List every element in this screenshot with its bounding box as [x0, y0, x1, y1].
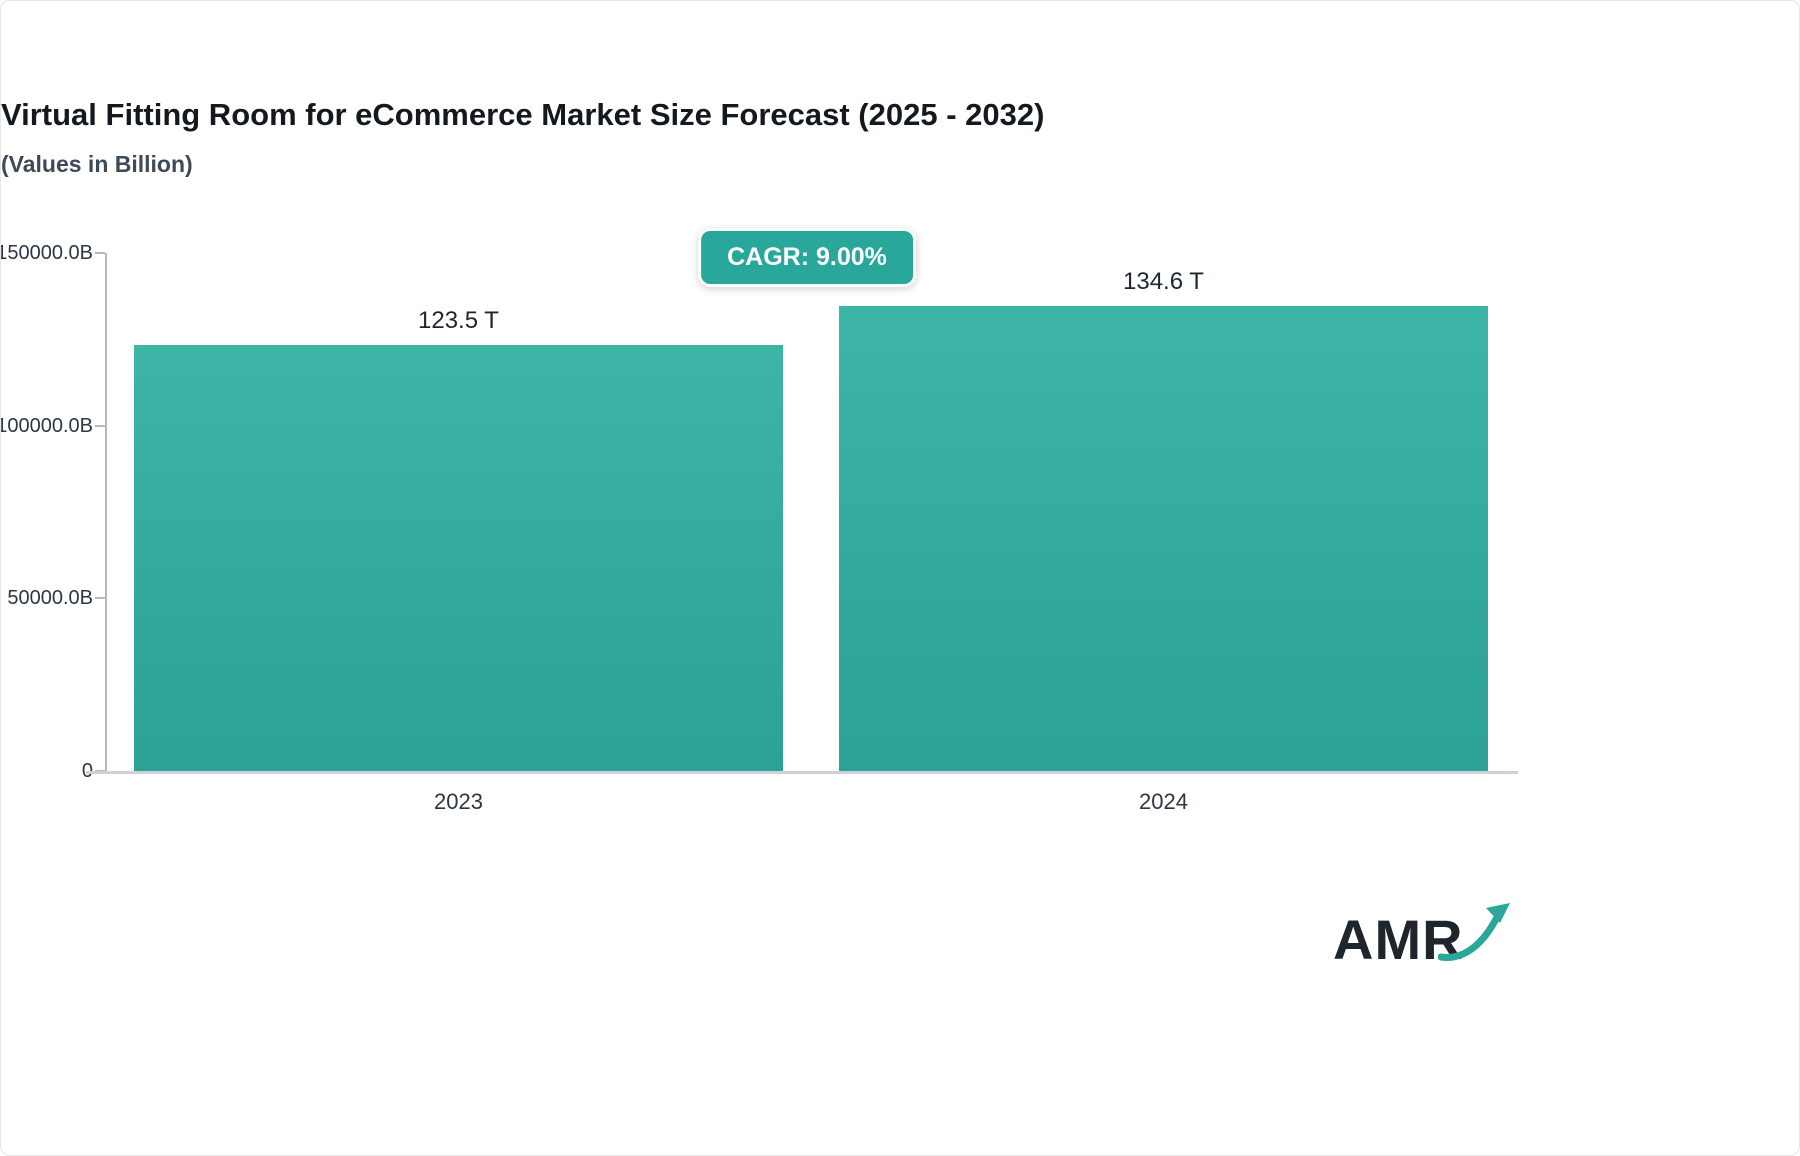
- bar-group-2023: 123.5 T: [106, 253, 811, 771]
- logo-arrow-icon: [1437, 903, 1510, 961]
- y-tick-label: 100000.0B: [0, 414, 93, 437]
- cagr-badge: CAGR: 9.00%: [698, 228, 916, 287]
- x-axis-line: [86, 771, 1518, 774]
- y-axis-tick-marks: [95, 252, 105, 772]
- x-axis-label: 2024: [1139, 789, 1188, 814]
- y-tick-label: 150000.0B: [0, 242, 93, 264]
- chart-subtitle: (Values in Billion): [1, 151, 193, 177]
- y-tick-label: 50000.0B: [7, 587, 93, 610]
- chart-title: Virtual Fitting Room for eCommerce Marke…: [1, 97, 1045, 132]
- y-axis-line: [105, 253, 107, 773]
- bar-value-label: 134.6 T: [1123, 268, 1204, 296]
- bar-group-2024: 134.6 T: [811, 253, 1516, 771]
- y-tick-mark: [95, 252, 105, 254]
- bar-2023: [134, 344, 783, 771]
- bar-value-label: 123.5 T: [418, 306, 499, 334]
- amr-logo: AMR: [1333, 897, 1514, 972]
- y-tick-mark: [95, 424, 105, 427]
- x-axis-labels: 2023 2024: [106, 789, 1516, 815]
- plot-area: 123.5 T 134.6 T: [106, 253, 1516, 771]
- bar-2024: [839, 306, 1488, 771]
- x-axis-label: 2023: [434, 789, 483, 814]
- y-tick-mark: [95, 597, 105, 600]
